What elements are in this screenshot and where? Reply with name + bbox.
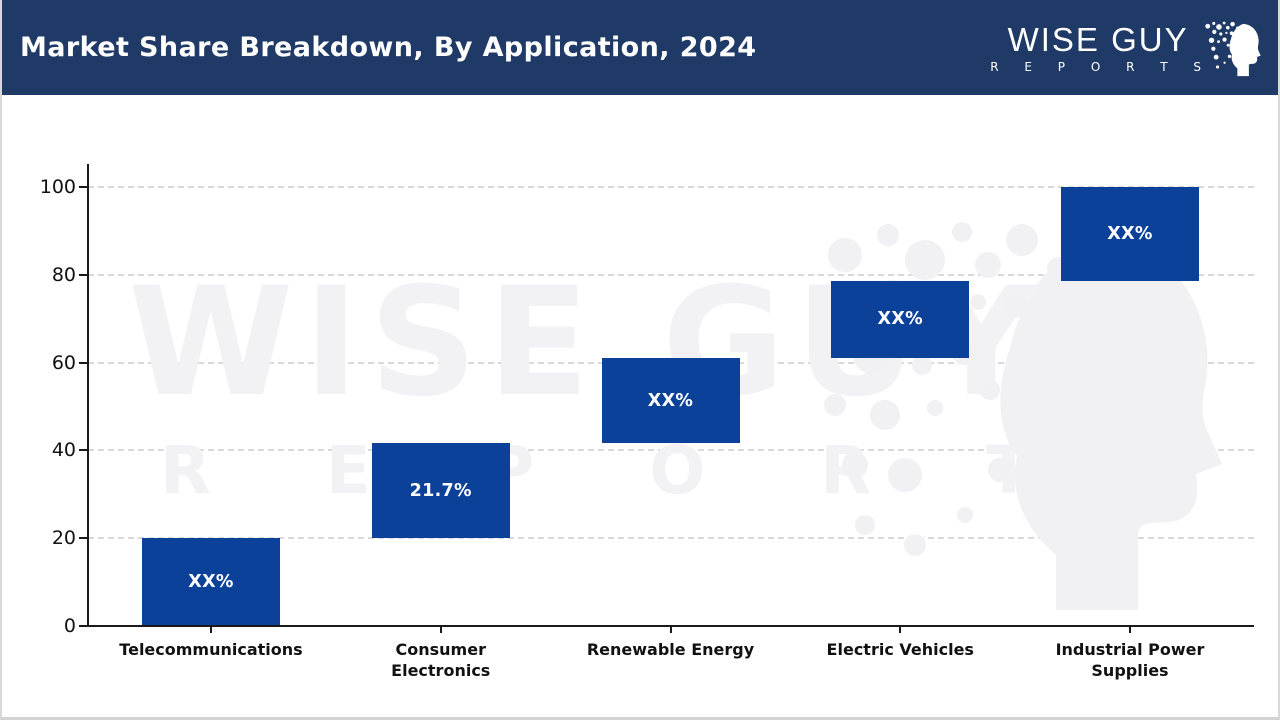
y-tick-label-20: 20	[51, 527, 76, 550]
y-tick-20	[79, 537, 87, 540]
y-tick-100	[79, 186, 87, 188]
wise-guy-reports-logo: WISE GUY R E P O R T S	[984, 8, 1266, 88]
x-category-label-telecommunications: Telecommunications	[119, 640, 303, 659]
y-axis-spine	[87, 164, 89, 627]
bar-value-label-telecommunications: XX%	[188, 572, 234, 593]
bar-value-label-electric-vehicles: XX%	[877, 309, 923, 330]
x-category-label-industrial-power-supplies: Industrial Power Supplies	[1055, 640, 1205, 681]
gridline-y20	[88, 537, 1254, 540]
bar-value-label-renewable-energy: XX%	[647, 390, 694, 411]
y-tick-label-100: 100	[39, 176, 76, 198]
logo-reports-label: R E P O R T S	[990, 59, 1212, 74]
gridline-y100	[88, 186, 1254, 188]
x-category-label-consumer-electronics: Consumer Electronics	[391, 640, 491, 681]
y-tick-label-60: 60	[51, 351, 76, 374]
y-tick-label-40: 40	[51, 439, 76, 462]
x-axis-spine	[87, 625, 1254, 627]
y-tick-label-80: 80	[51, 263, 76, 286]
logo-text: WISE GUY R E P O R T S	[984, 23, 1212, 74]
bar-value-label-consumer-electronics: 21.7%	[409, 480, 472, 501]
y-tick-60	[79, 361, 87, 364]
bar-renewable-energy: XX%	[601, 358, 740, 443]
x-tick-industrial-power-supplies	[1129, 627, 1131, 633]
x-tick-electric-vehicles	[899, 627, 902, 633]
y-tick-40	[79, 449, 87, 452]
bar-value-label-industrial-power-supplies: XX%	[1107, 223, 1153, 244]
bar-industrial-power-supplies: XX%	[1061, 187, 1199, 281]
gridline-y80	[88, 273, 1254, 276]
y-tick-label-0: 0	[63, 615, 76, 637]
logo-wiseguy-label: WISE GUY	[1007, 20, 1189, 58]
x-tick-telecommunications	[210, 627, 212, 633]
x-tick-renewable-energy	[669, 627, 672, 633]
chart-title: Market Share Breakdown, By Application, …	[20, 32, 757, 63]
bar-electric-vehicles: XX%	[831, 280, 970, 359]
y-tick-80	[79, 273, 87, 276]
y-tick-0	[79, 625, 87, 627]
logo-face-icon	[1205, 21, 1261, 77]
x-category-label-renewable-energy: Renewable Energy	[586, 640, 755, 659]
header-band: Market Share Breakdown, By Application, …	[0, 0, 1280, 95]
bar-consumer-electronics: 21.7%	[371, 442, 510, 539]
bar-telecommunications: XX%	[142, 538, 280, 626]
x-category-label-electric-vehicles: Electric Vehicles	[826, 640, 974, 659]
x-tick-consumer-electronics	[439, 627, 442, 633]
gridline-y40	[88, 449, 1254, 452]
